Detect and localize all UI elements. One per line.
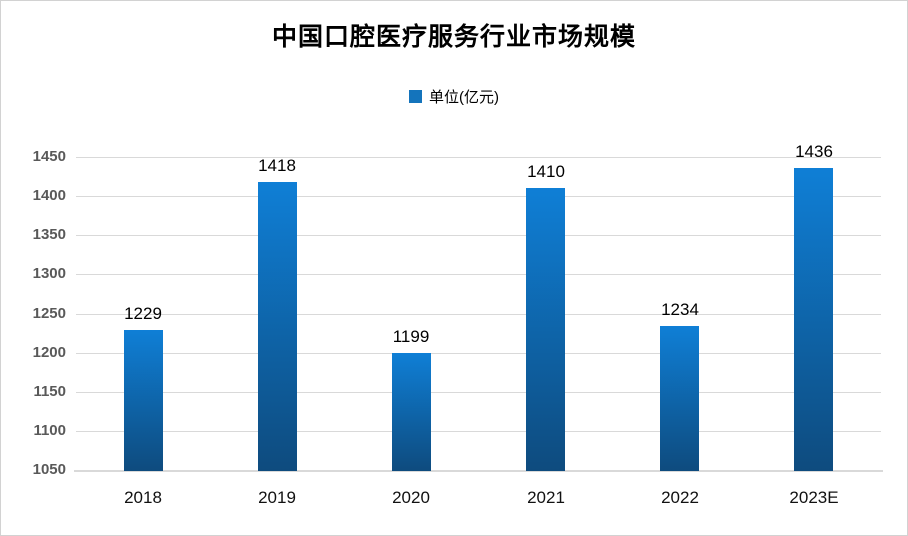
bar [526,188,565,471]
gridline [76,431,881,432]
gridline [76,274,881,275]
bar [258,182,297,471]
y-axis-tick-label: 1150 [33,383,66,400]
y-axis-tick-label: 1300 [32,265,66,282]
bar-value-label: 1410 [527,162,565,181]
gridline [76,196,881,197]
gridline [76,353,881,354]
y-axis-tick-label: 1350 [32,226,66,243]
legend: 单位(亿元) [1,86,907,107]
y-axis-tick-label: 1450 [32,148,66,165]
y-axis-tick-label: 1250 [32,305,66,322]
x-axis-tick-label: 2021 [527,488,565,507]
bar-value-label: 1418 [258,156,296,175]
bar [660,326,699,471]
y-axis-tick-label: 1400 [32,187,66,204]
gridline [76,314,881,315]
bar [392,353,431,471]
bar-value-label: 1436 [795,142,833,161]
bar [124,330,163,471]
x-axis-tick-label: 2022 [661,488,699,507]
gridline [76,157,881,158]
x-axis-tick-label: 2019 [258,488,296,507]
gridline [76,235,881,236]
bar-value-label: 1199 [392,327,430,346]
gridline [76,392,881,393]
x-axis-tick-label: 2020 [392,488,430,507]
bar-value-label: 1234 [661,300,699,319]
x-axis-tick-label: 2018 [124,488,162,507]
bar-value-label: 1229 [124,304,162,323]
y-axis-tick-label: 1050 [32,461,66,478]
x-axis-tick-label: 2023E [789,488,839,507]
legend-marker-icon [409,90,422,103]
y-axis-tick-label: 1100 [33,422,66,439]
chart-title: 中国口腔医疗服务行业市场规模 [271,23,636,51]
bar [794,168,833,471]
legend-label: 单位(亿元) [429,89,499,106]
x-axis-line [74,470,883,472]
y-axis-tick-label: 1200 [32,344,66,361]
